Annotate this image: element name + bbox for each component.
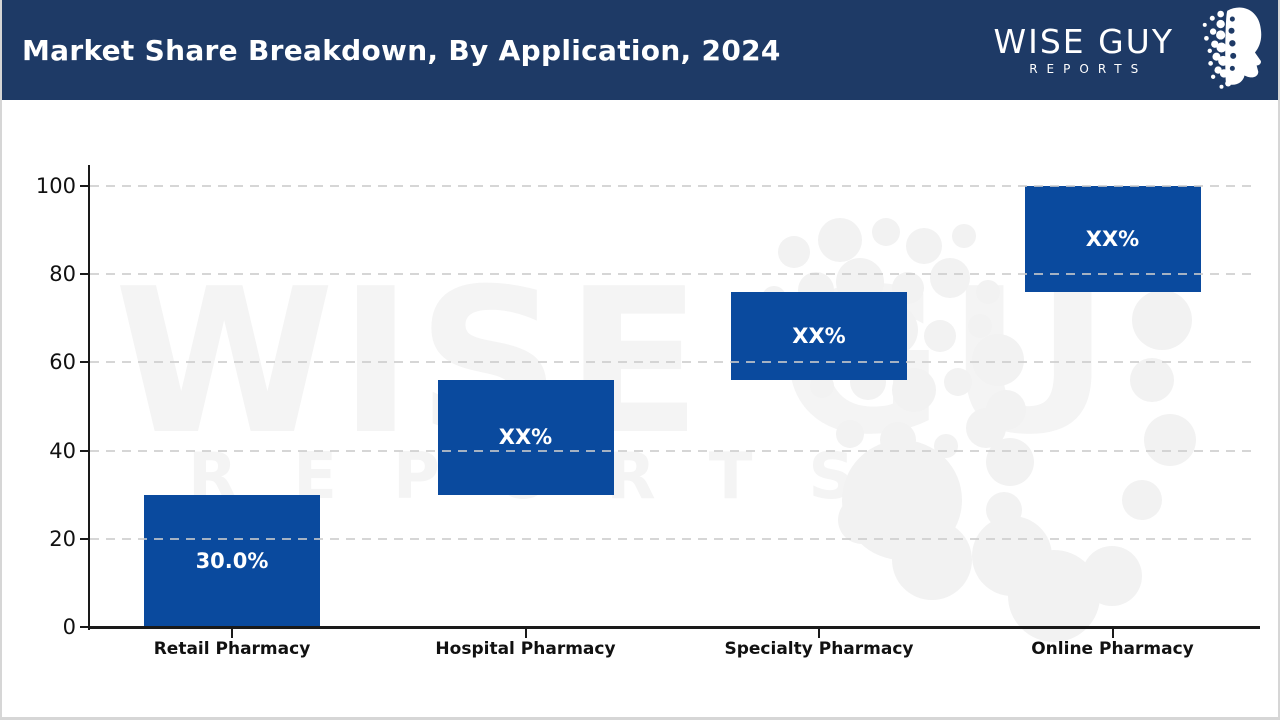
y-tick-label: 100 xyxy=(35,174,76,198)
gridline xyxy=(90,273,1258,276)
watermark-dot xyxy=(944,368,972,396)
y-tick-label: 60 xyxy=(49,350,76,375)
logo-wordmark: WISE GUY xyxy=(993,21,1174,61)
y-tick-label: 0 xyxy=(62,615,76,639)
gridline xyxy=(90,449,1258,452)
gridline xyxy=(90,361,1258,364)
x-tick-mark xyxy=(1111,629,1114,638)
x-axis-line xyxy=(88,626,1260,629)
y-tick-mark xyxy=(80,361,88,364)
watermark-dot xyxy=(1144,414,1196,466)
watermark-dot xyxy=(924,320,956,352)
watermark-dot xyxy=(930,258,970,298)
y-tick-mark xyxy=(80,185,88,187)
bar-specialty-pharmacy: XX% xyxy=(731,291,907,381)
watermark-dot xyxy=(836,420,864,448)
y-tick-mark xyxy=(80,537,88,540)
bar-value-label: XX% xyxy=(498,425,553,450)
y-tick-label: 20 xyxy=(49,526,76,551)
bar-retail-pharmacy: 30.0% xyxy=(144,494,320,627)
bar-hospital-pharmacy: XX% xyxy=(437,380,614,495)
bar-online-pharmacy: XX% xyxy=(1024,186,1201,292)
watermark-dot xyxy=(972,334,1024,386)
x-tick-mark xyxy=(231,629,233,638)
watermark-dot xyxy=(1122,480,1162,520)
watermark-dot xyxy=(892,520,972,600)
bar-value-label: XX% xyxy=(792,323,846,348)
x-category-label: Hospital Pharmacy xyxy=(435,639,616,659)
chart-title: Market Share Breakdown, By Application, … xyxy=(22,34,781,67)
watermark-dot xyxy=(1130,358,1174,402)
watermark-dot xyxy=(778,236,810,268)
header-bar: Market Share Breakdown, By Application, … xyxy=(2,0,1278,100)
watermark-dot xyxy=(838,496,886,544)
x-tick-mark xyxy=(818,629,820,638)
y-tick-mark xyxy=(80,449,88,452)
y-tick-mark xyxy=(80,626,88,628)
y-tick-label: 40 xyxy=(49,438,76,463)
y-tick-mark xyxy=(80,273,88,276)
watermark-dot xyxy=(976,280,1000,304)
watermark-dot xyxy=(1082,546,1142,606)
watermark-dot xyxy=(872,218,900,246)
gridline xyxy=(90,185,1258,187)
y-tick-label: 80 xyxy=(49,262,76,287)
gridline xyxy=(90,537,1258,540)
watermark-dot xyxy=(986,438,1034,486)
x-tick-mark xyxy=(524,629,527,638)
x-category-label: Specialty Pharmacy xyxy=(724,639,914,659)
wiseguy-logo: WISE GUY REPORTS xyxy=(993,6,1270,94)
logo-subtitle: REPORTS xyxy=(1029,61,1148,76)
wiseguy-head-icon xyxy=(1202,7,1262,89)
bar-value-label: 30.0% xyxy=(195,548,269,573)
x-category-label: Retail Pharmacy xyxy=(153,639,311,659)
watermark-dot xyxy=(952,224,976,248)
y-axis-line xyxy=(88,165,90,630)
wiseguy-logo-text: WISE GUY REPORTS xyxy=(993,21,1174,76)
bar-value-label: XX% xyxy=(1085,226,1140,251)
watermark-dot xyxy=(906,228,942,264)
watermark-dot xyxy=(968,314,992,338)
watermark-dot xyxy=(1132,290,1192,350)
watermark-dot xyxy=(986,390,1026,430)
watermark-dot xyxy=(818,218,862,262)
x-category-label: Online Pharmacy xyxy=(1031,639,1194,659)
